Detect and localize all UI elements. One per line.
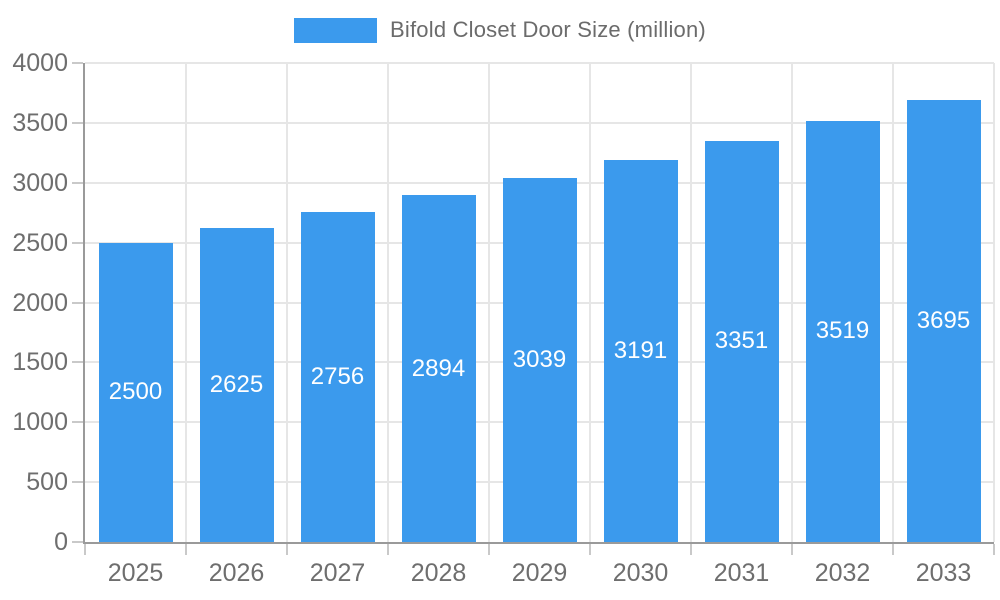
gridline-vertical [488,63,490,542]
y-axis-line [83,63,85,544]
bar: 3519 [805,120,880,542]
x-axis-label: 2028 [410,559,467,587]
bar-value-label: 3519 [815,317,870,345]
x-axis-label: 2033 [915,559,972,587]
gridline-vertical [690,63,692,542]
x-axis-label: 2026 [208,559,265,587]
x-axis-tick [488,544,490,555]
bar-value-label: 3039 [512,346,567,374]
x-axis-tick [690,544,692,555]
gridline-vertical [387,63,389,542]
bar-value-label: 2500 [108,378,163,406]
y-axis-tick [72,121,83,124]
y-axis-tick [72,541,83,543]
legend: Bifold Closet Door Size (million) [0,17,1000,43]
x-axis-tick [185,544,187,555]
bar: 3695 [906,99,981,542]
x-axis-tick [892,544,894,555]
plot-area: 0 500 1000 1500 2000 2500 3000 3500 4000 2500 2025… [12,50,995,587]
bar: 2500 [98,242,173,542]
x-axis-tick [387,544,389,555]
bar-value-label: 3695 [916,306,971,334]
bar-value-label: 2625 [209,370,264,398]
x-axis-label: 2029 [511,559,568,587]
y-axis-label: 2500 [12,228,68,257]
bar-value-label: 2894 [411,354,466,382]
x-axis-tick [84,544,86,555]
x-axis-label: 2032 [814,559,871,587]
bar-value-label: 3351 [714,327,769,355]
x-axis-label: 2027 [309,559,366,587]
gridline-vertical [185,63,187,542]
bar: 3039 [502,178,577,542]
gridline-vertical [286,63,288,542]
x-axis-label: 2031 [713,559,770,587]
y-axis-tick [72,361,83,364]
gridline-vertical [892,63,894,542]
y-axis-label: 2000 [12,288,68,317]
y-axis-label: 500 [26,468,68,497]
bar: 3191 [603,159,678,542]
y-axis-label: 4000 [12,49,68,77]
y-axis-tick [72,181,83,184]
gridline-horizontal [85,62,994,64]
y-axis-label: 1000 [12,408,68,437]
x-axis-tick [589,544,591,555]
y-axis-label: 3000 [12,168,68,197]
gridline-vertical [791,63,793,542]
legend-swatch [294,17,378,43]
y-axis-label: 3500 [12,108,68,137]
bar: 2756 [300,211,375,542]
bar: 2894 [401,195,476,542]
x-axis-tick [993,544,995,555]
legend-label: Bifold Closet Door Size (million) [390,17,706,42]
x-axis-label: 2030 [612,559,669,587]
y-axis-tick [72,421,83,424]
x-axis-label: 2025 [107,559,164,587]
gridline-vertical [589,63,591,542]
bar-value-label: 2756 [310,362,365,390]
gridline-vertical [993,63,995,542]
y-axis-tick [72,481,83,484]
y-axis-label: 0 [54,528,68,556]
y-axis-tick [72,241,83,244]
x-axis-line [83,542,994,544]
y-axis-tick [72,62,83,64]
bar: 2625 [199,227,274,542]
y-axis-label: 1500 [12,348,68,377]
y-axis-tick [72,301,83,304]
bar: 3351 [704,140,779,542]
x-axis-tick [791,544,793,555]
bar-value-label: 3191 [613,336,668,364]
x-axis-tick [286,544,288,555]
gridline-horizontal [85,121,994,124]
